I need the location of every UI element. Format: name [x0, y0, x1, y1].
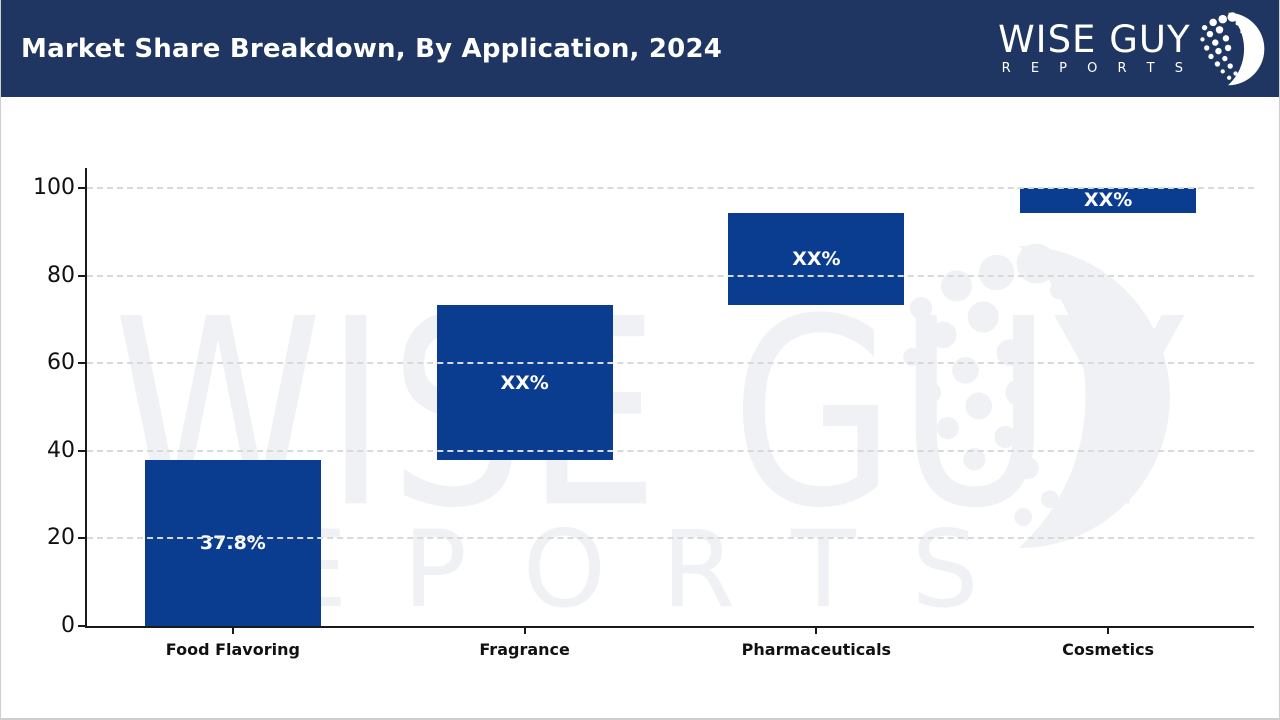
logo-text: WISE GUY R E P O R T S	[998, 21, 1191, 76]
y-tick-label-60: 60	[47, 350, 75, 376]
wise-guy-logo: WISE GUY R E P O R T S	[998, 7, 1267, 91]
x-category-label-2: Fragrance	[479, 640, 570, 659]
x-category-label-4: Cosmetics	[1062, 640, 1155, 659]
x-tick-mark-4	[1107, 626, 1110, 634]
y-axis	[85, 168, 87, 628]
gridline-40	[87, 449, 1254, 452]
y-tick-mark-60	[78, 362, 87, 365]
logo-wordmark: WISE GUY	[998, 18, 1191, 61]
bar-value-label: XX%	[500, 371, 549, 394]
y-tick-label-100: 100	[33, 175, 75, 200]
y-tick-label-0: 0	[61, 613, 75, 638]
bar-pharmaceuticals: XX%	[728, 212, 905, 306]
y-tick-label-20: 20	[47, 525, 75, 551]
y-tick-mark-0	[78, 625, 87, 627]
gridline-60	[87, 362, 1254, 365]
chart-title: Market Share Breakdown, By Application, …	[21, 33, 723, 64]
bar-value-label: XX%	[1083, 189, 1133, 212]
bar-value-label: 37.8%	[199, 532, 266, 555]
logo-reports-label: R E P O R T S	[1001, 61, 1191, 76]
x-axis	[85, 626, 1254, 628]
bar-fragrance: XX%	[436, 305, 613, 461]
gridline-80	[87, 274, 1254, 277]
y-tick-mark-100	[78, 187, 87, 189]
x-category-label-1: Food Flavoring	[165, 640, 300, 659]
x-tick-mark-2	[523, 626, 526, 634]
y-tick-label-80: 80	[47, 262, 75, 288]
bar-value-label: XX%	[792, 248, 841, 271]
y-tick-label-40: 40	[47, 437, 75, 463]
y-tick-mark-20	[78, 537, 87, 540]
y-tick-mark-80	[78, 274, 87, 277]
y-tick-mark-40	[78, 449, 87, 452]
x-category-label-3: Pharmaceuticals	[741, 640, 892, 659]
gridline-20	[87, 537, 1254, 540]
bar-cosmetics: XX%	[1020, 188, 1197, 213]
x-tick-mark-1	[231, 626, 234, 634]
bar-food-flavoring: 37.8%	[144, 460, 321, 626]
chart-area: WISE GUY R E P O R T S 0 20 40 60 80 100 37.8%…	[1, 97, 1279, 718]
header-bar: Market Share Breakdown, By Application, …	[1, 0, 1279, 97]
gridline-100	[87, 187, 1254, 189]
x-tick-mark-3	[815, 626, 818, 634]
